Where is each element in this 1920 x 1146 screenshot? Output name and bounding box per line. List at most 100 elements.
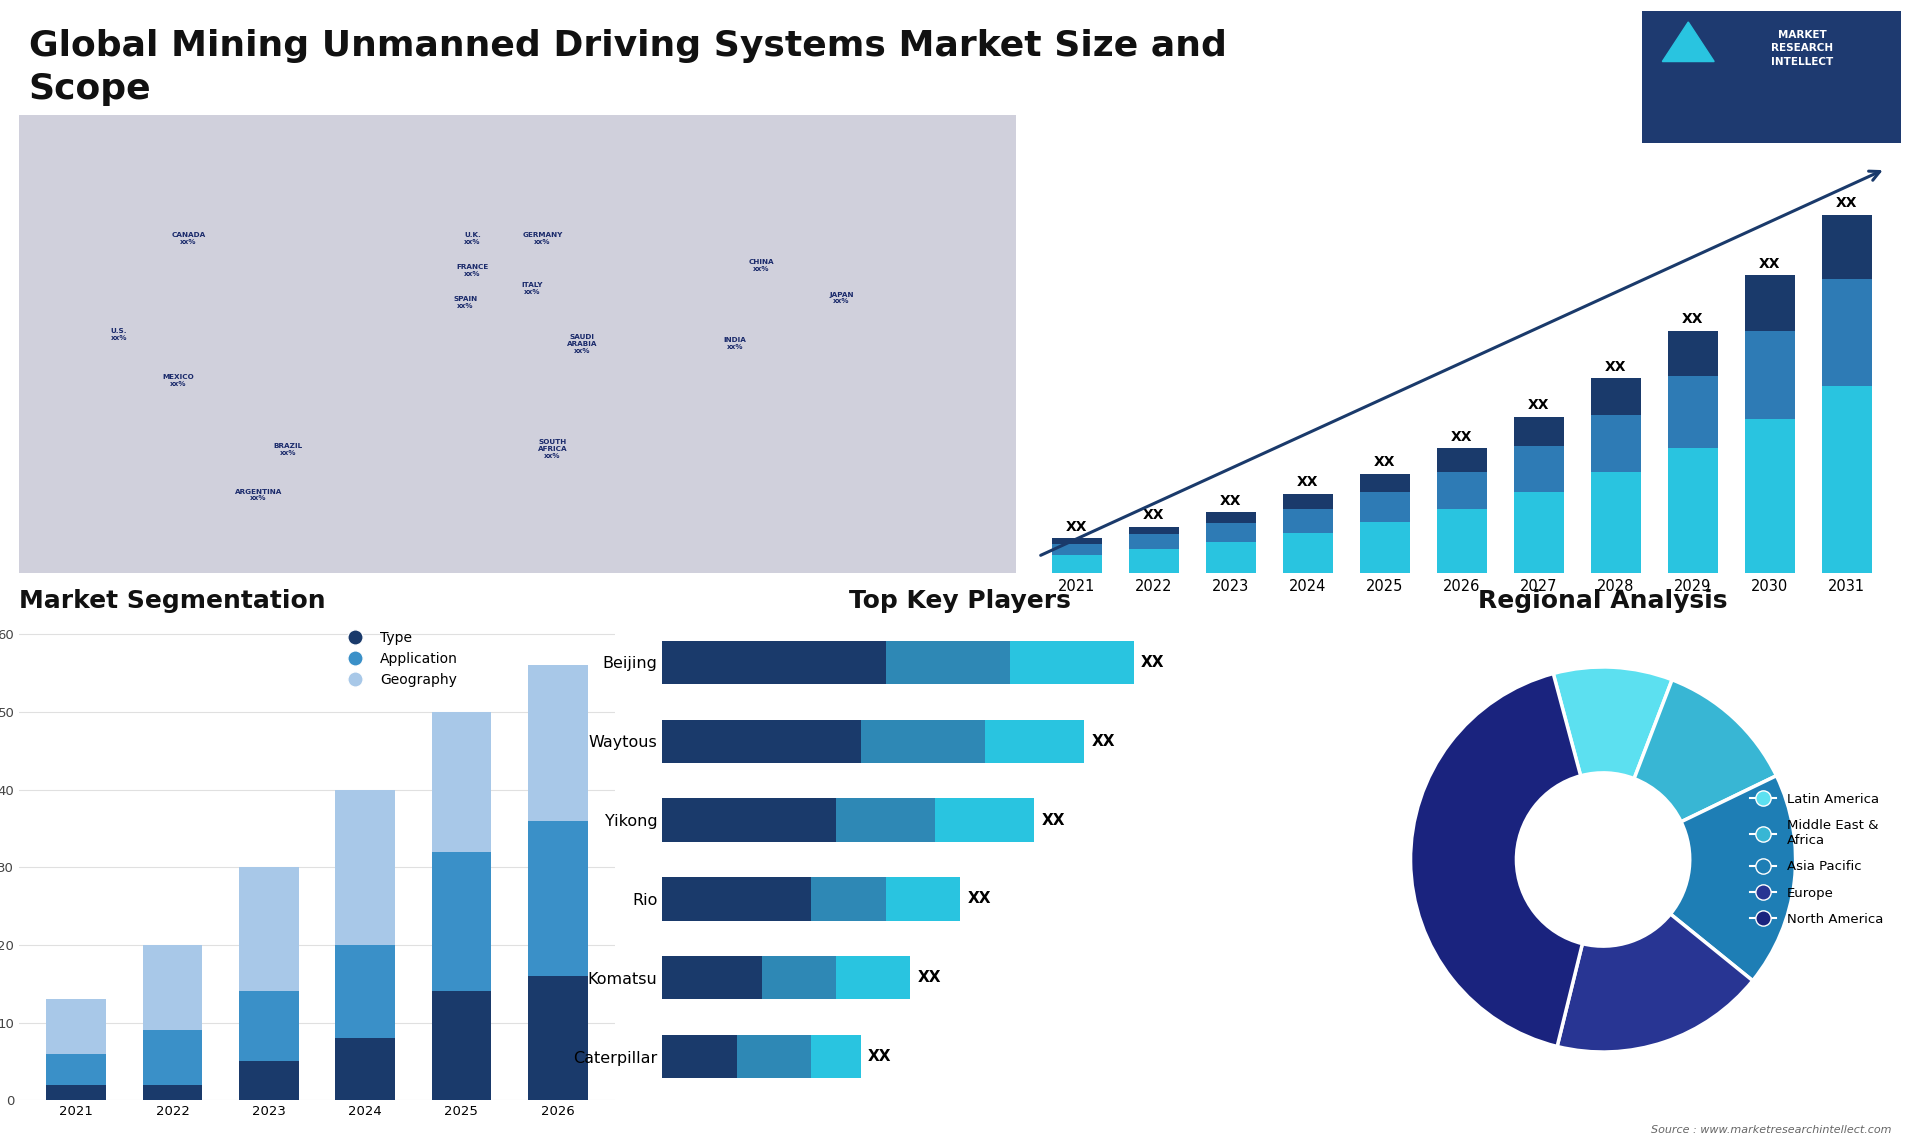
Bar [432, 712, 492, 851]
Bar [1010, 641, 1133, 684]
Bar [1436, 448, 1486, 472]
Bar [1283, 509, 1332, 533]
Bar [1745, 275, 1795, 330]
Text: CANADA
xx%: CANADA xx% [171, 231, 205, 245]
Bar [935, 799, 1035, 842]
Bar [810, 877, 885, 920]
Bar [46, 1084, 106, 1100]
Legend: Latin America, Middle East &
Africa, Asia Pacific, Europe, North America: Latin America, Middle East & Africa, Asi… [1745, 787, 1889, 932]
Bar [1283, 533, 1332, 573]
Text: XX: XX [1298, 476, 1319, 489]
Bar [528, 976, 588, 1100]
Bar [432, 991, 492, 1100]
Text: XX: XX [1142, 509, 1164, 523]
Wedge shape [1670, 776, 1795, 981]
Wedge shape [1634, 680, 1776, 822]
Text: XX: XX [868, 1049, 891, 1065]
Bar [885, 877, 960, 920]
Bar [142, 1030, 202, 1084]
Bar [662, 877, 810, 920]
Bar [1359, 521, 1409, 573]
Text: FRANCE
xx%: FRANCE xx% [457, 264, 490, 277]
Text: Source : www.marketresearchintellect.com: Source : www.marketresearchintellect.com [1651, 1124, 1891, 1135]
Bar [1822, 280, 1872, 386]
Text: XX: XX [1043, 813, 1066, 827]
Bar [662, 720, 860, 763]
Text: MEXICO
xx%: MEXICO xx% [163, 374, 194, 387]
Bar [885, 641, 1010, 684]
Text: SPAIN
xx%: SPAIN xx% [453, 296, 478, 309]
Bar [336, 1038, 396, 1100]
Bar [46, 1053, 106, 1084]
Bar [1359, 492, 1409, 521]
Bar [142, 1084, 202, 1100]
Bar [528, 821, 588, 976]
Text: ARGENTINA
xx%: ARGENTINA xx% [234, 488, 282, 502]
Bar [1052, 539, 1102, 543]
Bar [1513, 492, 1563, 573]
Text: BRAZIL
xx%: BRAZIL xx% [275, 442, 303, 456]
Bar [528, 666, 588, 821]
Bar [662, 956, 762, 999]
Text: XX: XX [1375, 455, 1396, 469]
Text: XX: XX [1759, 257, 1780, 270]
Text: XX: XX [1682, 312, 1703, 325]
Bar [1822, 386, 1872, 573]
Text: XX: XX [1091, 733, 1116, 748]
Text: XX: XX [918, 971, 941, 986]
Text: XX: XX [1836, 196, 1859, 210]
Bar [1436, 472, 1486, 509]
Text: XX: XX [1066, 519, 1087, 534]
Bar [1129, 534, 1179, 549]
Bar [1052, 555, 1102, 573]
Text: CHINA
xx%: CHINA xx% [749, 259, 774, 273]
Text: U.S.
xx%: U.S. xx% [111, 328, 127, 342]
Bar [1129, 549, 1179, 573]
Bar [142, 945, 202, 1030]
Legend: Type, Application, Geography: Type, Application, Geography [336, 626, 463, 693]
Text: GERMANY
xx%: GERMANY xx% [522, 231, 563, 245]
Bar [1668, 448, 1718, 573]
Bar [1668, 330, 1718, 377]
Bar [1052, 543, 1102, 555]
Bar [336, 945, 396, 1038]
Bar [762, 956, 835, 999]
Title: Top Key Players: Top Key Players [849, 589, 1071, 613]
Bar [662, 641, 885, 684]
Bar [662, 1035, 737, 1078]
Text: XX: XX [1452, 430, 1473, 444]
Bar [238, 991, 300, 1061]
Text: Global Mining Unmanned Driving Systems Market Size and
Scope: Global Mining Unmanned Driving Systems M… [29, 29, 1227, 107]
Text: U.K.
xx%: U.K. xx% [465, 231, 482, 245]
Bar [1745, 330, 1795, 418]
Bar [1668, 377, 1718, 448]
Text: ITALY
xx%: ITALY xx% [522, 282, 543, 296]
Bar [1592, 415, 1642, 472]
Text: SAUDI
ARABIA
xx%: SAUDI ARABIA xx% [566, 333, 597, 354]
Bar [1129, 527, 1179, 534]
Bar [1206, 512, 1256, 524]
Bar [1436, 509, 1486, 573]
Polygon shape [1663, 22, 1715, 62]
Bar [46, 999, 106, 1053]
Bar [737, 1035, 810, 1078]
Bar [1745, 418, 1795, 573]
Bar [238, 1061, 300, 1100]
Text: XX: XX [1140, 654, 1165, 670]
Title: Regional Analysis: Regional Analysis [1478, 589, 1728, 613]
Bar [985, 720, 1085, 763]
Wedge shape [1411, 674, 1582, 1046]
Bar [1513, 417, 1563, 446]
Bar [860, 720, 985, 763]
Text: MARKET
RESEARCH
INTELLECT: MARKET RESEARCH INTELLECT [1770, 30, 1834, 66]
Bar [1592, 472, 1642, 573]
Text: JAPAN
xx%: JAPAN xx% [829, 291, 854, 305]
Text: XX: XX [1219, 494, 1242, 508]
Wedge shape [1553, 667, 1672, 778]
Text: XX: XX [1528, 399, 1549, 413]
Bar [432, 851, 492, 991]
Text: SOUTH
AFRICA
xx%: SOUTH AFRICA xx% [538, 439, 566, 460]
Bar [238, 868, 300, 991]
Bar [1822, 215, 1872, 280]
Bar [1206, 524, 1256, 542]
